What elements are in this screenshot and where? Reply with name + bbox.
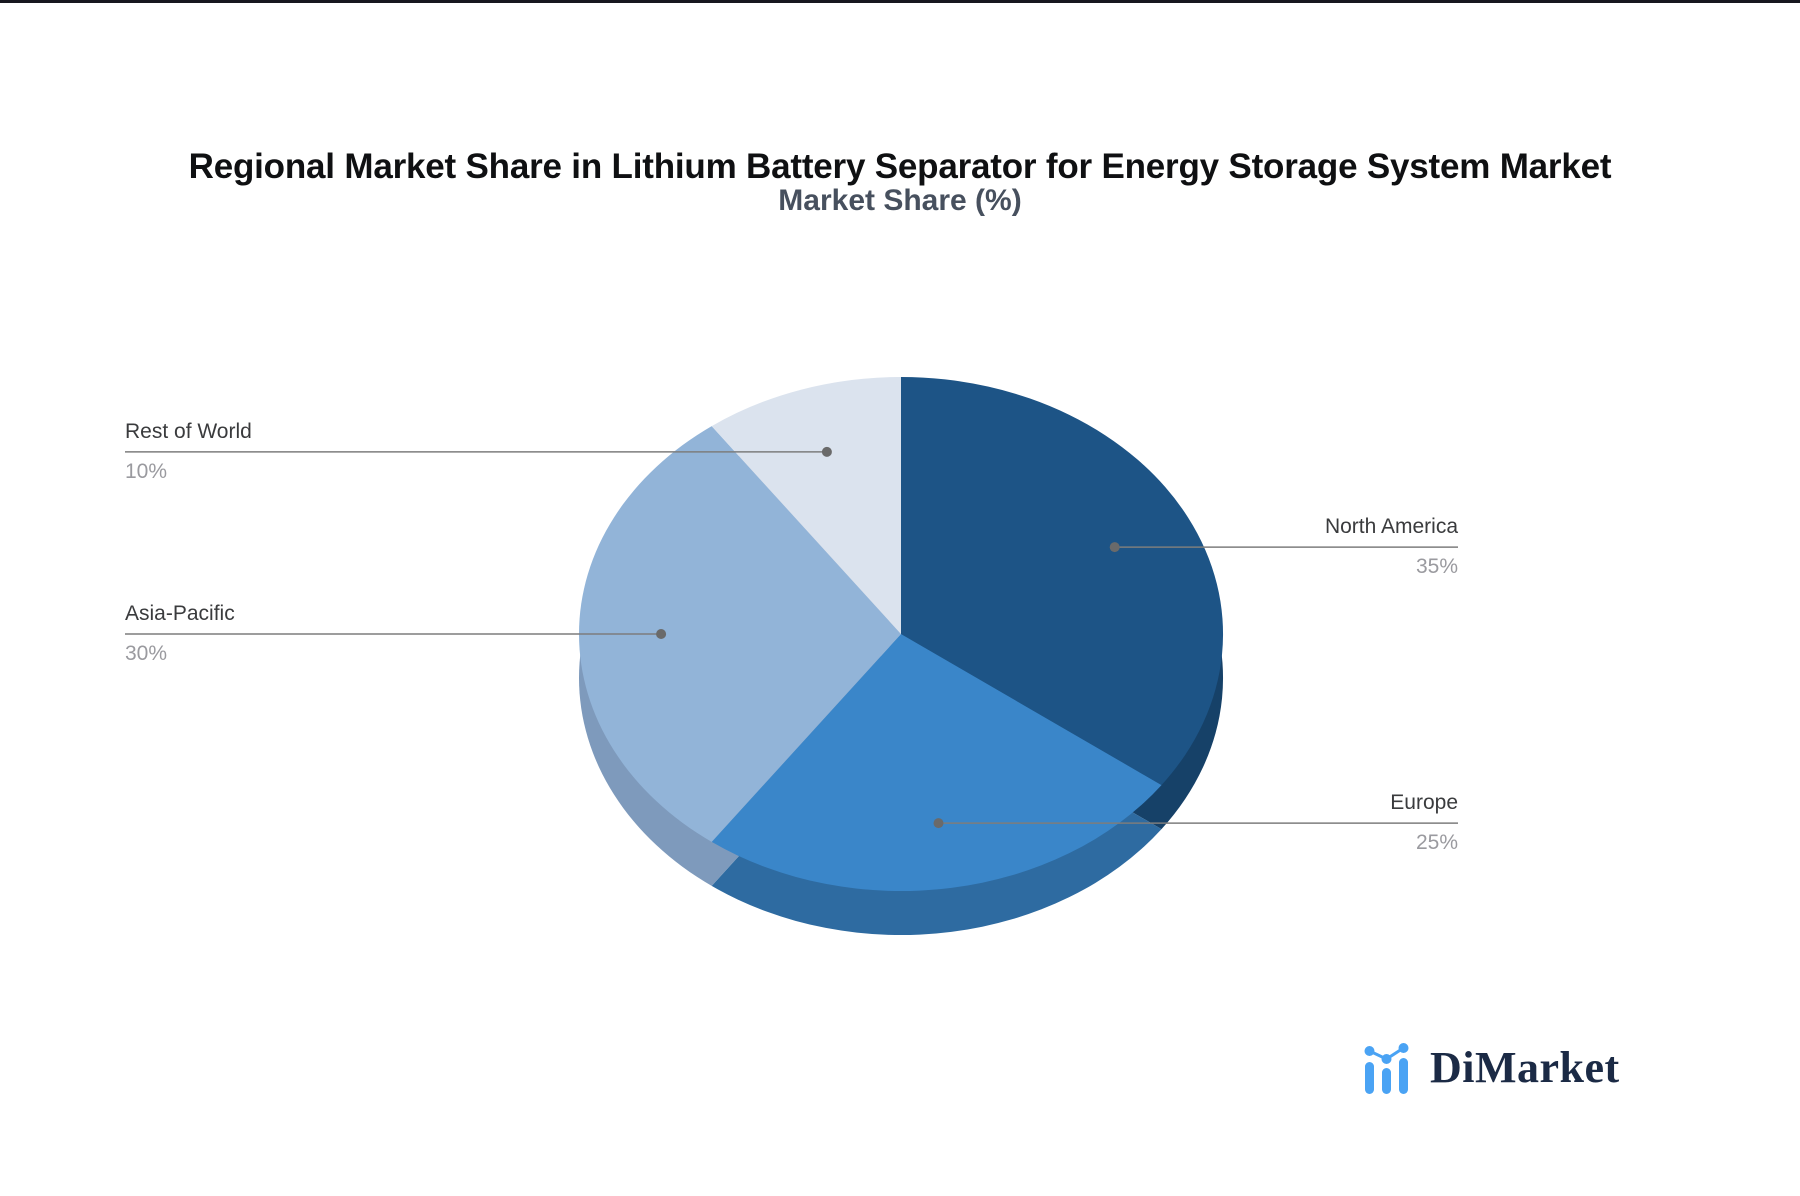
leader-lines-layer <box>125 446 1458 829</box>
pie-slices-layer[interactable] <box>578 377 1224 892</box>
leader-dot-europe <box>933 818 944 829</box>
pie-label-category: North America <box>1324 515 1458 539</box>
pie-slice-europe[interactable] <box>711 634 1162 892</box>
leader-dot-rest-of-world <box>821 446 832 457</box>
pie-label-category: Asia-Pacific <box>125 602 235 625</box>
pie-label-percent: 30% <box>125 642 168 665</box>
top-border <box>0 0 1800 3</box>
pie-label-percent: 25% <box>1415 831 1458 855</box>
logo-text: DiMarket <box>1430 1043 1620 1092</box>
pie-label-europe: Europe 25% <box>938 790 1458 856</box>
logo-bar-line-chart-icon <box>1364 1043 1409 1094</box>
pie-slice-north-america[interactable] <box>901 377 1224 786</box>
pie-slice-asia-pacific[interactable] <box>578 426 901 842</box>
leader-dot-north-america <box>1109 542 1120 553</box>
pie-label-north-america: North America 35% <box>938 514 1458 580</box>
pie-slice-rest-of-world[interactable] <box>711 377 901 634</box>
chart-subtitle: Market Share (%) <box>778 184 1022 217</box>
pie-label-percent: 10% <box>125 459 168 483</box>
chart-title: Regional Market Share in Lithium Battery… <box>188 147 1612 187</box>
pie-label-category: Rest of World <box>125 419 252 443</box>
pie-label-category: Europe <box>1390 791 1458 815</box>
leader-dot-asia-pacific <box>656 629 667 639</box>
pie-label-asia-pacific: Asia-Pacific 30% <box>125 601 645 667</box>
dimarket-logo: DiMarket <box>1362 1038 1620 1098</box>
pie-label-rest-of-world: Rest of World 10% <box>125 419 645 485</box>
pie-label-percent: 35% <box>1415 555 1458 579</box>
